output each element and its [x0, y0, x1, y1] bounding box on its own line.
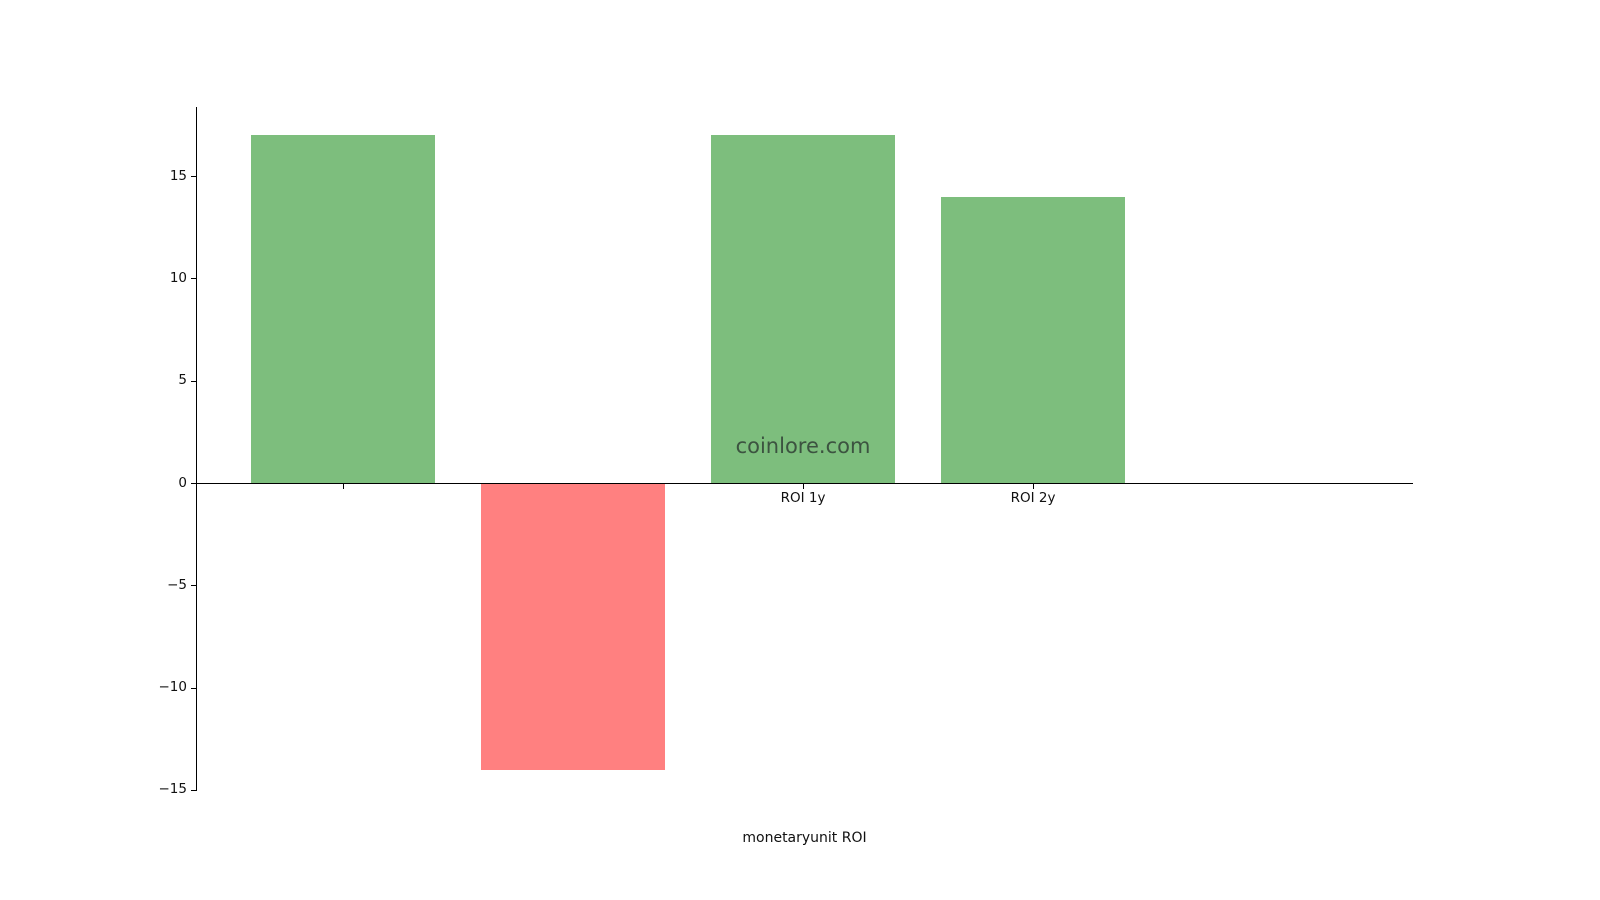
bar-roi-2y	[941, 196, 1125, 483]
y-tick-label: 5	[178, 372, 187, 389]
bar-roi-1y	[711, 135, 895, 483]
y-tick-label: 10	[169, 269, 187, 286]
bar-unlabeled-1	[251, 135, 435, 483]
y-tick-label: 0	[178, 474, 187, 491]
x-tick-label-roi-1y: ROI 1y	[780, 490, 826, 506]
y-tick-mark	[191, 380, 196, 382]
watermark-text: coinlore.com	[735, 434, 871, 458]
y-tick-mark	[191, 789, 196, 791]
y-tick-label: −15	[158, 781, 188, 798]
y-tick-label: −10	[158, 679, 188, 696]
y-tick-mark	[191, 278, 196, 280]
y-tick-mark	[191, 483, 196, 484]
y-tick-mark	[191, 687, 196, 689]
x-tick-mark	[1033, 484, 1034, 489]
y-tick-mark	[191, 585, 196, 587]
y-tick-mark	[191, 176, 196, 178]
bar-unlabeled-2	[481, 484, 665, 771]
x-tick-mark	[803, 484, 804, 489]
x-axis-title: monetaryunit ROI	[742, 830, 867, 846]
y-axis-line	[196, 107, 197, 791]
x-tick-mark	[343, 484, 344, 489]
x-axis-line	[196, 483, 1413, 484]
y-tick-label: −5	[167, 576, 187, 593]
x-tick-label-roi-2y: ROI 2y	[1010, 490, 1056, 506]
y-tick-label: 15	[169, 167, 187, 184]
